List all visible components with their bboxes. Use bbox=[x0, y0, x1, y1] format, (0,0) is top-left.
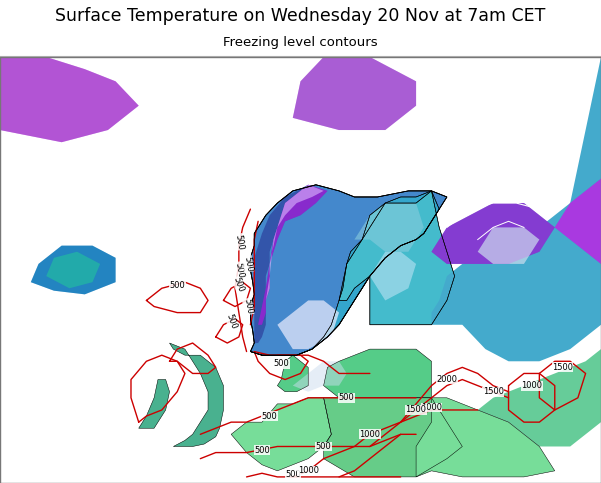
Polygon shape bbox=[478, 349, 601, 446]
Polygon shape bbox=[266, 185, 323, 300]
Text: 500: 500 bbox=[339, 393, 355, 402]
Polygon shape bbox=[370, 252, 416, 300]
Polygon shape bbox=[293, 361, 347, 392]
Polygon shape bbox=[355, 203, 424, 252]
Text: 500: 500 bbox=[273, 359, 289, 368]
Polygon shape bbox=[0, 57, 139, 142]
Polygon shape bbox=[0, 57, 139, 142]
Text: 500: 500 bbox=[242, 298, 254, 315]
Text: 1000: 1000 bbox=[297, 466, 319, 475]
Text: 1500: 1500 bbox=[552, 363, 573, 372]
Text: 1000: 1000 bbox=[359, 430, 380, 439]
Polygon shape bbox=[339, 191, 454, 325]
Text: 1500: 1500 bbox=[406, 405, 427, 414]
Polygon shape bbox=[251, 185, 447, 355]
Polygon shape bbox=[432, 203, 555, 264]
Polygon shape bbox=[254, 185, 323, 343]
Text: 500: 500 bbox=[262, 412, 278, 421]
Text: 500: 500 bbox=[316, 442, 332, 451]
Text: 1500: 1500 bbox=[483, 387, 504, 396]
Polygon shape bbox=[432, 203, 555, 264]
Text: 500: 500 bbox=[254, 446, 270, 455]
Polygon shape bbox=[169, 343, 224, 446]
Text: 500: 500 bbox=[232, 276, 246, 294]
Polygon shape bbox=[231, 398, 331, 471]
Text: 500: 500 bbox=[285, 470, 300, 479]
Polygon shape bbox=[46, 252, 100, 288]
Polygon shape bbox=[293, 57, 416, 130]
Text: 500: 500 bbox=[233, 261, 245, 279]
Text: 500: 500 bbox=[224, 312, 238, 330]
Polygon shape bbox=[555, 57, 601, 264]
Polygon shape bbox=[278, 355, 308, 392]
Polygon shape bbox=[278, 300, 339, 349]
Polygon shape bbox=[251, 191, 439, 355]
Text: Freezing level contours: Freezing level contours bbox=[223, 36, 378, 49]
Text: Surface Temperature on Wednesday 20 Nov at 7am CET: Surface Temperature on Wednesday 20 Nov … bbox=[55, 7, 546, 25]
Text: 500: 500 bbox=[233, 233, 245, 251]
Polygon shape bbox=[258, 185, 328, 325]
Polygon shape bbox=[432, 57, 601, 361]
Polygon shape bbox=[416, 398, 555, 477]
Polygon shape bbox=[323, 349, 432, 398]
Text: 1000: 1000 bbox=[521, 381, 542, 390]
Polygon shape bbox=[31, 246, 115, 294]
Polygon shape bbox=[555, 57, 601, 264]
Text: 500: 500 bbox=[242, 256, 254, 272]
Polygon shape bbox=[31, 246, 115, 294]
Text: 1000: 1000 bbox=[421, 403, 442, 412]
Polygon shape bbox=[478, 227, 539, 264]
Polygon shape bbox=[323, 398, 462, 477]
Text: 500: 500 bbox=[169, 281, 185, 290]
Polygon shape bbox=[258, 185, 328, 325]
Polygon shape bbox=[139, 380, 169, 428]
Text: 2000: 2000 bbox=[436, 375, 457, 384]
Polygon shape bbox=[169, 343, 224, 446]
Polygon shape bbox=[139, 380, 169, 428]
Polygon shape bbox=[293, 57, 416, 130]
